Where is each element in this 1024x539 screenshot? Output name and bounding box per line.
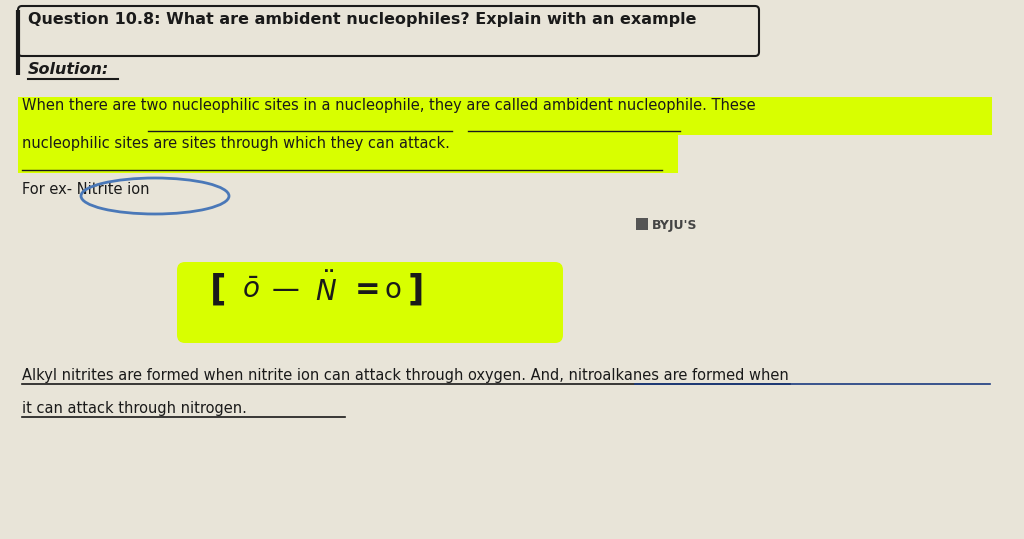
Text: nucleophilic sites are sites through which they can attack.: nucleophilic sites are sites through whi…	[22, 136, 450, 151]
Text: =: =	[355, 275, 381, 305]
Text: Solution:: Solution:	[28, 62, 110, 77]
Text: $\bar{o}$: $\bar{o}$	[242, 276, 260, 304]
Text: o: o	[385, 276, 401, 304]
Text: ]: ]	[408, 273, 425, 307]
Text: BYJU'S: BYJU'S	[652, 219, 697, 232]
FancyBboxPatch shape	[18, 97, 992, 135]
Text: it can attack through nitrogen.: it can attack through nitrogen.	[22, 401, 247, 416]
Text: —: —	[272, 276, 300, 304]
FancyBboxPatch shape	[18, 135, 678, 173]
FancyBboxPatch shape	[177, 262, 563, 343]
Text: Question 10.8: What are ambident nucleophiles? Explain with an example: Question 10.8: What are ambident nucleop…	[28, 12, 696, 27]
Text: When there are two nucleophilic sites in a nucleophile, they are called ambident: When there are two nucleophilic sites in…	[22, 98, 756, 113]
Text: For ex- Nitrite ion: For ex- Nitrite ion	[22, 182, 150, 197]
Text: [: [	[210, 273, 226, 307]
Text: Alkyl nitrites are formed when nitrite ion can attack through oxygen. And, nitro: Alkyl nitrites are formed when nitrite i…	[22, 368, 788, 383]
Text: $\ddot{N}$: $\ddot{N}$	[315, 273, 337, 307]
FancyBboxPatch shape	[636, 218, 648, 230]
